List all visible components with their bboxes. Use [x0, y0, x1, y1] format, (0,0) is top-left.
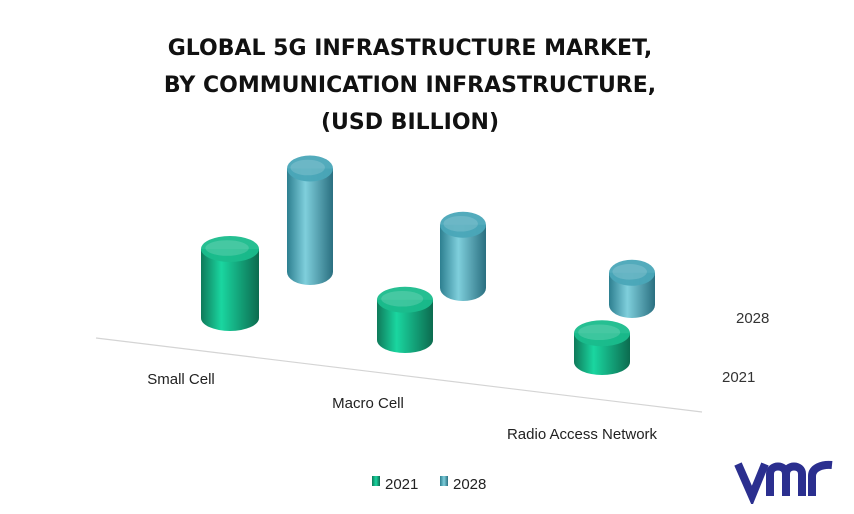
bar-body: [377, 299, 433, 353]
vmr-logo: [734, 460, 833, 504]
bar-top-highlight: [290, 159, 325, 176]
title-line-2: BY COMMUNICATION INFRASTRUCTURE,: [163, 73, 657, 98]
bar-2021-radio-access-network: [574, 320, 630, 375]
bar-2021-macro-cell: [377, 286, 433, 353]
floor-front-edge: [95, 337, 703, 413]
bars-group: [201, 155, 655, 375]
legend-label-2028: 2028: [453, 476, 486, 493]
legend-swatch-2028: [440, 476, 448, 486]
category-label-macro-cell: Macro Cell: [332, 395, 404, 412]
bar-top: [574, 320, 630, 347]
bar-top-highlight: [443, 215, 478, 232]
bar-top-highlight: [381, 290, 424, 307]
bar-top: [287, 155, 333, 182]
bar-2028-radio-access-network: [609, 259, 655, 318]
category-label-small-cell: Small Cell: [147, 371, 215, 388]
depth-label-2028: 2028: [736, 310, 769, 327]
bar-2021-small-cell: [201, 236, 259, 331]
bar-top-highlight: [612, 264, 647, 280]
bar-body: [201, 249, 259, 331]
bar-2028-small-cell: [287, 155, 333, 285]
category-label-radio-access-network: Radio Access Network: [507, 426, 658, 443]
depth-label-2021: 2021: [722, 369, 755, 386]
bar-body: [609, 272, 655, 318]
bar-body: [440, 224, 486, 301]
bar-top: [609, 259, 655, 286]
bar-body: [287, 168, 333, 285]
legend: 2021 2028: [372, 476, 486, 493]
legend-label-2021: 2021: [385, 476, 418, 493]
title-line-1: GLOBAL 5G INFRASTRUCTURE MARKET,: [167, 36, 653, 61]
bar-top: [377, 286, 433, 313]
title-line-3: (USD BILLION): [320, 110, 500, 135]
bar-top-highlight: [205, 240, 249, 256]
legend-swatch-2021: [372, 476, 380, 486]
bar-top: [440, 211, 486, 238]
bar-top: [201, 236, 259, 262]
bar-top-highlight: [578, 324, 621, 341]
chart-title: GLOBAL 5G INFRASTRUCTURE MARKET, BY COMM…: [0, 30, 820, 141]
bar-2028-macro-cell: [440, 211, 486, 301]
